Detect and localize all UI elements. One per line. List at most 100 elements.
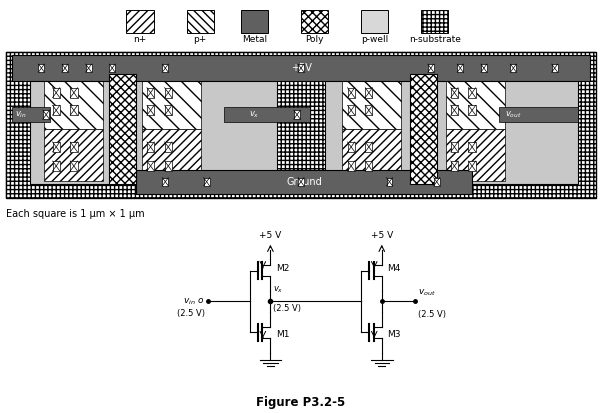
Bar	[163, 64, 169, 72]
Text: $v_{in}$ o: $v_{in}$ o	[184, 296, 205, 307]
Text: $v_x$: $v_x$	[249, 109, 259, 120]
Text: $v_{out}$: $v_{out}$	[505, 109, 522, 120]
Bar	[498, 107, 579, 122]
Text: +5 V: +5 V	[371, 231, 393, 240]
Text: (2.5 V): (2.5 V)	[273, 304, 302, 313]
Bar	[52, 105, 60, 115]
Bar	[6, 52, 596, 198]
Bar	[468, 142, 476, 152]
Bar	[410, 74, 436, 183]
Bar	[126, 10, 154, 33]
Bar	[445, 78, 504, 129]
Text: M1: M1	[276, 330, 289, 339]
Bar	[481, 64, 487, 72]
Bar	[361, 10, 388, 33]
Bar	[110, 74, 136, 183]
Bar	[70, 105, 78, 115]
Bar	[12, 107, 51, 122]
Bar	[343, 129, 402, 180]
Text: $v_{out}$: $v_{out}$	[418, 288, 436, 298]
Bar	[301, 10, 328, 33]
Text: (2.5 V): (2.5 V)	[176, 309, 205, 318]
Bar	[343, 78, 402, 129]
Bar	[147, 105, 154, 115]
Bar	[386, 178, 393, 186]
Bar	[147, 142, 154, 152]
Bar	[45, 78, 104, 129]
Bar	[365, 161, 373, 171]
Text: Each square is 1 μm × 1 μm: Each square is 1 μm × 1 μm	[6, 209, 144, 218]
Bar	[433, 178, 439, 186]
Bar	[428, 64, 434, 72]
Text: Poly: Poly	[305, 35, 324, 44]
Bar	[39, 64, 45, 72]
Bar	[421, 10, 448, 33]
Bar	[29, 74, 278, 183]
Bar	[458, 64, 464, 72]
Bar	[70, 88, 78, 97]
Bar	[347, 161, 355, 171]
Bar	[163, 178, 169, 186]
Bar	[324, 74, 579, 183]
Bar	[468, 161, 476, 171]
Text: +5 V: +5 V	[259, 231, 282, 240]
Bar	[52, 161, 60, 171]
Bar	[12, 55, 590, 81]
Bar	[141, 129, 200, 180]
Bar	[347, 142, 355, 152]
Bar	[164, 161, 172, 171]
Bar	[52, 88, 60, 97]
Bar	[225, 107, 310, 122]
Bar	[6, 52, 596, 198]
Bar	[164, 142, 172, 152]
Bar	[147, 88, 154, 97]
Bar	[451, 88, 458, 97]
Text: Ground: Ground	[286, 177, 322, 187]
Bar	[468, 88, 476, 97]
Bar	[203, 178, 209, 186]
Bar	[298, 64, 304, 72]
Bar	[141, 78, 200, 129]
Bar	[451, 105, 458, 115]
Text: M2: M2	[276, 264, 289, 273]
Bar	[136, 170, 472, 194]
Text: (2.5 V): (2.5 V)	[418, 310, 446, 319]
Bar	[187, 10, 214, 33]
Text: n-substrate: n-substrate	[409, 35, 461, 44]
Bar	[451, 142, 458, 152]
Text: M4: M4	[387, 264, 400, 273]
Bar	[147, 161, 154, 171]
Bar	[70, 142, 78, 152]
Bar	[109, 64, 115, 72]
Bar	[52, 142, 60, 152]
Bar	[70, 161, 78, 171]
Text: p+: p+	[193, 35, 207, 44]
Bar	[451, 161, 458, 171]
Text: Figure P3.2-5: Figure P3.2-5	[256, 396, 346, 409]
Text: $v_{in}$: $v_{in}$	[15, 109, 26, 120]
Bar	[365, 88, 373, 97]
Bar	[62, 64, 68, 72]
Text: Metal: Metal	[242, 35, 267, 44]
Bar	[365, 105, 373, 115]
Bar	[510, 64, 517, 72]
Text: $v_x$: $v_x$	[273, 285, 284, 295]
Bar	[241, 10, 268, 33]
Text: p-well: p-well	[361, 35, 388, 44]
Bar	[298, 178, 304, 186]
Bar	[468, 105, 476, 115]
Bar	[85, 64, 92, 72]
Text: M3: M3	[387, 330, 400, 339]
Bar	[294, 110, 300, 119]
Bar	[445, 129, 504, 180]
Bar	[347, 88, 355, 97]
Bar	[45, 129, 104, 180]
Text: n+: n+	[133, 35, 147, 44]
Bar	[164, 88, 172, 97]
Bar	[347, 105, 355, 115]
Bar	[551, 64, 557, 72]
Bar	[365, 142, 373, 152]
Bar	[43, 110, 49, 119]
Bar	[164, 105, 172, 115]
Text: +5V: +5V	[291, 63, 311, 73]
